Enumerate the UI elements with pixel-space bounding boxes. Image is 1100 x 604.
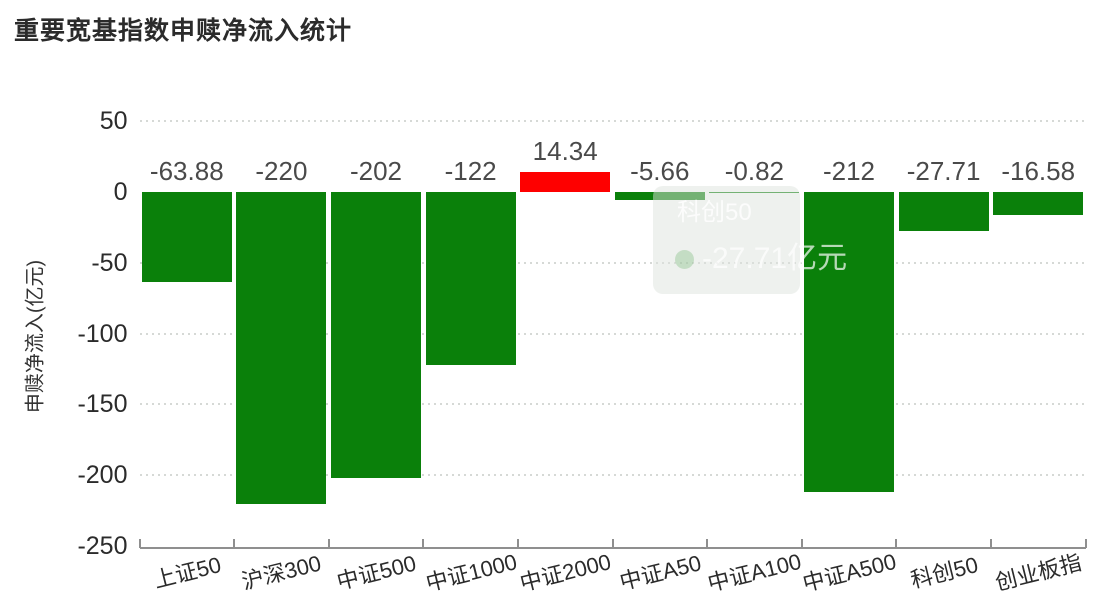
tooltip: 科创50 -27.71亿元 [653, 186, 847, 294]
bar-中证A500[interactable] [804, 192, 894, 493]
bar-沪深300[interactable] [236, 192, 327, 504]
bar-value-label: -0.82 [724, 156, 785, 186]
axis-tick [611, 538, 614, 548]
x-tick-label-沪深300: 沪深300 [239, 550, 324, 594]
x-tick-label-中证A50: 中证A50 [616, 549, 704, 595]
gridline [139, 332, 1086, 335]
axis-tick [138, 538, 141, 548]
x-tick-label-中证1000: 中证1000 [422, 548, 520, 596]
y-tick-label: -250 [77, 532, 128, 560]
bar-上证50[interactable] [141, 192, 232, 283]
y-tick-label: -150 [77, 390, 128, 419]
x-tick-label-中证A500: 中证A500 [800, 548, 899, 596]
bar-value-label: -122 [444, 156, 497, 186]
y-tick-label: 50 [99, 107, 128, 136]
bar-value-label: 14.34 [532, 135, 598, 166]
bar-科创50[interactable] [898, 192, 989, 232]
chart-title: 重要宽基指数申赎净流入统计 [14, 17, 353, 45]
gridline [139, 403, 1086, 406]
x-tick-label-上证50: 上证50 [150, 551, 224, 593]
x-tick-label-中证A100: 中证A100 [705, 548, 805, 596]
axis-tick [516, 538, 519, 548]
axis-tick [1084, 538, 1087, 548]
axis-tick [706, 538, 709, 548]
bar-value-label: -212 [822, 156, 876, 186]
x-tick-label-创业板指: 创业板指 [992, 549, 1085, 595]
y-tick-label: -50 [91, 248, 128, 277]
y-axis-name: 申赎净流入(亿元) [24, 259, 47, 414]
axis-tick [800, 538, 803, 548]
y-tick-label: -100 [77, 319, 128, 348]
bar-中证1000[interactable] [425, 192, 516, 365]
axis-tick [895, 538, 898, 548]
tooltip-value-row: -27.71亿元 [675, 243, 847, 275]
gridline [139, 120, 1086, 123]
bar-value-label: -5.66 [630, 156, 690, 186]
axis-tick [422, 538, 425, 548]
bar-value-label: -220 [255, 156, 308, 186]
bar-value-label: -16.58 [1001, 156, 1076, 186]
tooltip-series-name: 科创50 [677, 199, 752, 226]
x-tick-label-中证500: 中证500 [334, 550, 419, 594]
y-tick-label: -200 [77, 461, 128, 490]
x-tick-label-中证2000: 中证2000 [517, 548, 614, 596]
tooltip-value-text: -27.71亿元 [702, 242, 848, 275]
x-tick-label-科创50: 科创50 [907, 551, 981, 593]
gridline [139, 474, 1086, 477]
bar-value-label: -63.88 [149, 156, 224, 186]
bar-创业板指[interactable] [993, 192, 1084, 216]
bar-value-label: -27.71 [906, 156, 981, 186]
axis-tick [233, 538, 236, 548]
axis-tick [989, 538, 992, 548]
axis-tick [327, 538, 330, 548]
y-tick-label: 0 [113, 178, 128, 206]
bar-中证2000[interactable] [520, 171, 611, 192]
circle-marker-icon [675, 249, 694, 269]
bar-value-label: -202 [349, 156, 403, 186]
bar-中证500[interactable] [331, 192, 421, 479]
gridline [139, 261, 1086, 264]
x-axis-line [139, 546, 1086, 549]
